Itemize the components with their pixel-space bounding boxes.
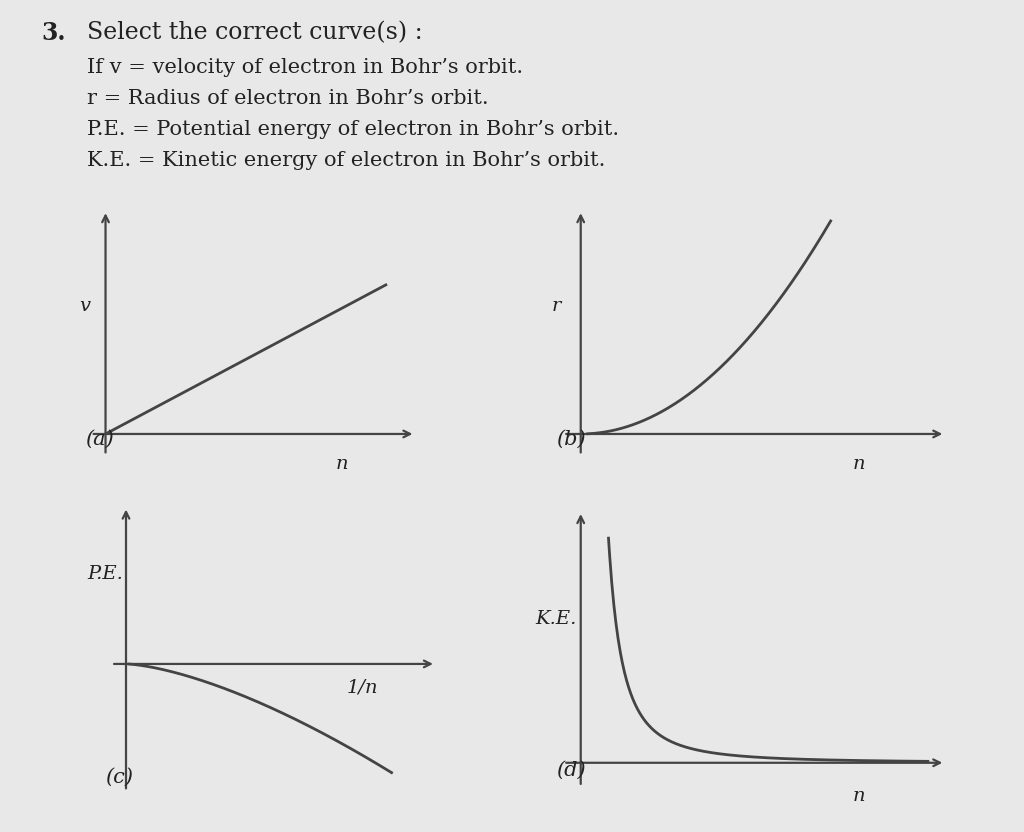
Text: Select the correct curve(s) :: Select the correct curve(s) :	[87, 21, 423, 44]
Text: (d): (d)	[556, 760, 586, 780]
Text: (a): (a)	[85, 430, 114, 449]
Text: P.E. = Potential energy of electron in Bohr’s orbit.: P.E. = Potential energy of electron in B…	[87, 120, 620, 139]
Text: K.E. = Kinetic energy of electron in Bohr’s orbit.: K.E. = Kinetic energy of electron in Boh…	[87, 151, 605, 170]
Text: P.E.: P.E.	[87, 565, 123, 583]
Text: (b): (b)	[556, 430, 586, 449]
Text: r = Radius of electron in Bohr’s orbit.: r = Radius of electron in Bohr’s orbit.	[87, 89, 488, 108]
Text: n: n	[335, 455, 348, 473]
Text: 3.: 3.	[41, 21, 66, 45]
Text: r: r	[552, 297, 561, 315]
Text: (c): (c)	[105, 768, 133, 787]
Text: n: n	[852, 455, 864, 473]
Text: 1/n: 1/n	[346, 679, 378, 697]
Text: If v = velocity of electron in Bohr’s orbit.: If v = velocity of electron in Bohr’s or…	[87, 58, 523, 77]
Text: K.E.: K.E.	[536, 610, 578, 628]
Text: n: n	[852, 787, 864, 805]
Text: v: v	[80, 297, 90, 315]
